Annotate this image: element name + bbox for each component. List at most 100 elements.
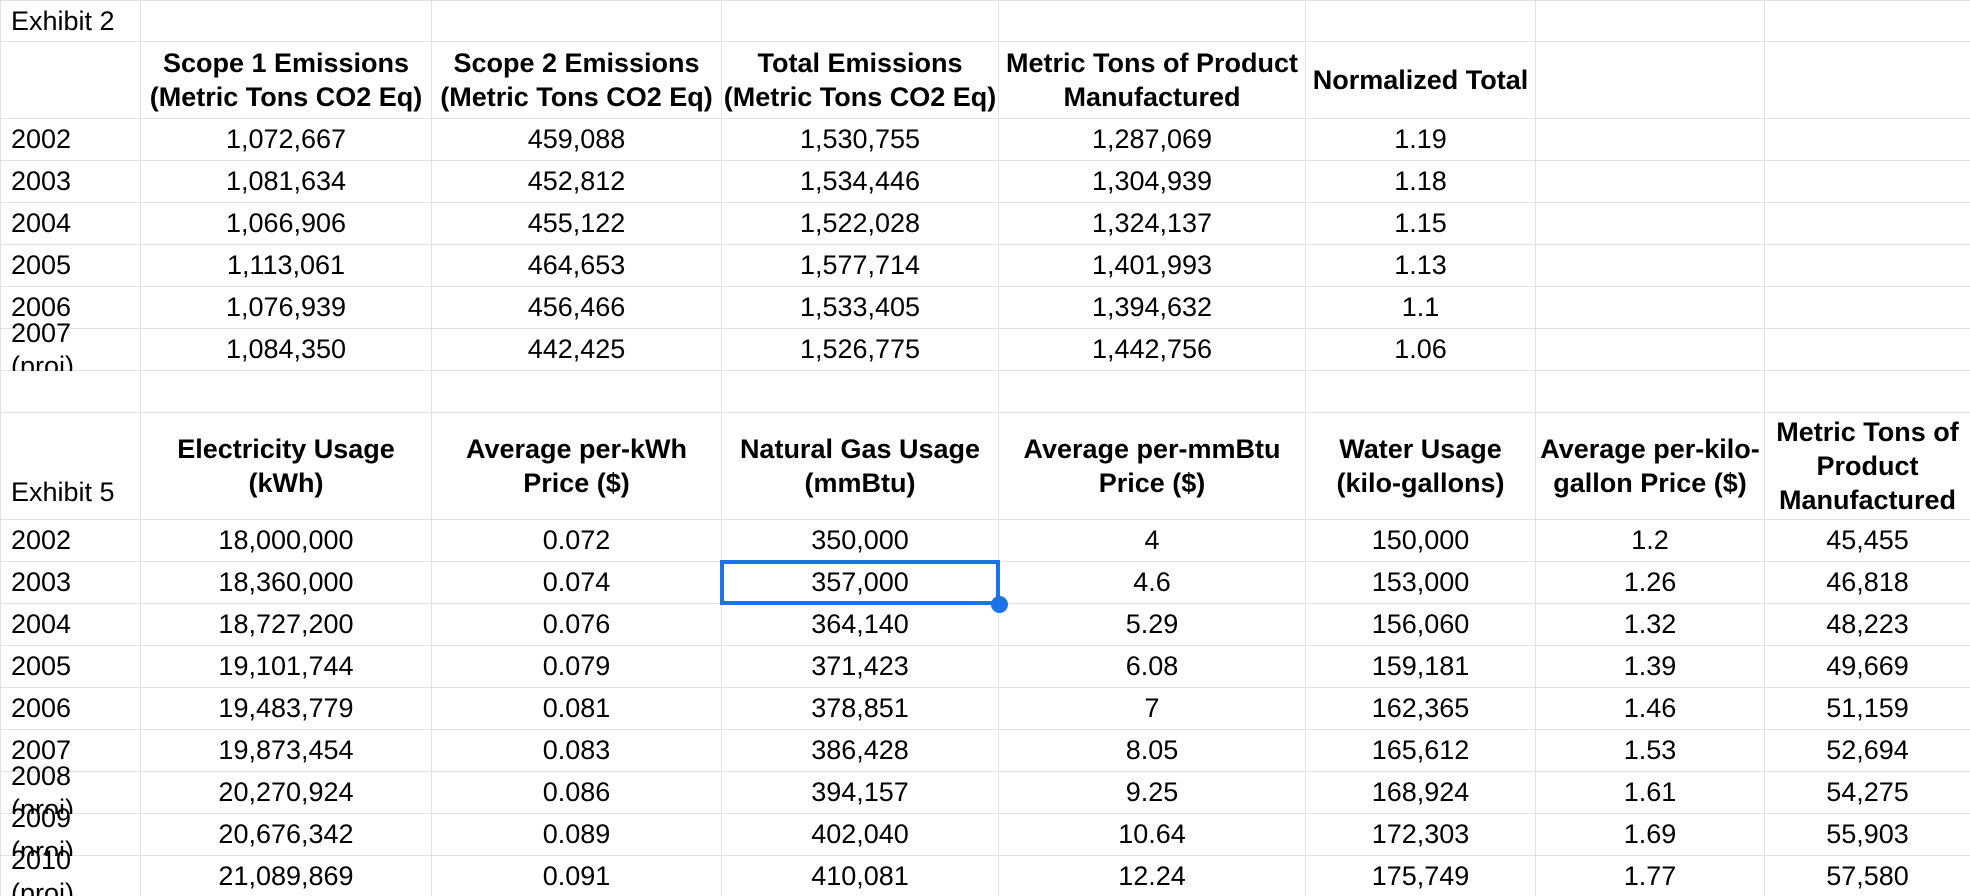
empty-cell[interactable] xyxy=(722,371,999,413)
empty-cell[interactable] xyxy=(1765,119,1970,161)
value-cell[interactable]: 1,113,061 xyxy=(141,245,432,287)
value-cell[interactable]: 1,084,350 xyxy=(141,329,432,371)
value-cell[interactable]: 172,303 xyxy=(1306,814,1536,856)
value-cell[interactable]: 0.086 xyxy=(432,772,722,814)
value-cell[interactable]: 165,612 xyxy=(1306,730,1536,772)
column-header[interactable]: Normalized Total xyxy=(1306,42,1536,119)
value-cell[interactable]: 0.083 xyxy=(432,730,722,772)
empty-cell[interactable] xyxy=(1765,329,1970,371)
value-cell[interactable]: 8.05 xyxy=(999,730,1306,772)
value-cell[interactable]: 1,534,446 xyxy=(722,161,999,203)
empty-cell[interactable] xyxy=(1,42,141,119)
value-cell[interactable]: 20,270,924 xyxy=(141,772,432,814)
column-header[interactable]: Average per-mmBtu Price ($) xyxy=(999,413,1306,520)
value-cell[interactable]: 378,851 xyxy=(722,688,999,730)
value-cell[interactable]: 1,533,405 xyxy=(722,287,999,329)
column-header[interactable]: Scope 1 Emissions (Metric Tons CO2 Eq) xyxy=(141,42,432,119)
value-cell[interactable]: 1,522,028 xyxy=(722,203,999,245)
fill-handle[interactable] xyxy=(991,596,1008,613)
value-cell[interactable]: 464,653 xyxy=(432,245,722,287)
empty-cell[interactable] xyxy=(722,1,999,42)
value-cell[interactable]: 0.091 xyxy=(432,856,722,896)
value-cell[interactable]: 5.29 xyxy=(999,604,1306,646)
value-cell[interactable]: 52,694 xyxy=(1765,730,1970,772)
value-cell[interactable]: 4.6 xyxy=(999,562,1306,604)
empty-cell[interactable] xyxy=(1536,203,1765,245)
value-cell[interactable]: 19,483,779 xyxy=(141,688,432,730)
year-cell[interactable]: 2007 (proj) xyxy=(1,318,141,381)
exhibit-label[interactable]: Exhibit 5 xyxy=(1,413,141,520)
column-header[interactable]: Scope 2 Emissions (Metric Tons CO2 Eq) xyxy=(432,42,722,119)
empty-cell[interactable] xyxy=(1536,119,1765,161)
value-cell[interactable]: 162,365 xyxy=(1306,688,1536,730)
value-cell[interactable]: 452,812 xyxy=(432,161,722,203)
value-cell[interactable]: 0.089 xyxy=(432,814,722,856)
year-cell[interactable]: 2005 xyxy=(1,646,141,688)
value-cell[interactable]: 1.19 xyxy=(1306,119,1536,161)
value-cell[interactable]: 1.69 xyxy=(1536,814,1765,856)
value-cell[interactable]: 18,360,000 xyxy=(141,562,432,604)
year-cell[interactable]: 2004 xyxy=(1,604,141,646)
value-cell[interactable]: 49,669 xyxy=(1765,646,1970,688)
year-cell[interactable]: 2005 xyxy=(1,245,141,287)
value-cell[interactable]: 153,000 xyxy=(1306,562,1536,604)
value-cell[interactable]: 456,466 xyxy=(432,287,722,329)
column-header[interactable]: Metric Tons of Product Manufactured xyxy=(999,42,1306,119)
value-cell[interactable]: 1,324,137 xyxy=(999,203,1306,245)
value-cell[interactable]: 168,924 xyxy=(1306,772,1536,814)
value-cell[interactable]: 364,140 xyxy=(722,604,999,646)
empty-cell[interactable] xyxy=(1,371,141,413)
value-cell[interactable]: 1,526,775 xyxy=(722,329,999,371)
value-cell[interactable]: 1.15 xyxy=(1306,203,1536,245)
year-cell[interactable]: 2007 xyxy=(1,730,141,772)
value-cell[interactable]: 1,401,993 xyxy=(999,245,1306,287)
value-cell[interactable]: 175,749 xyxy=(1306,856,1536,896)
empty-cell[interactable] xyxy=(1765,161,1970,203)
year-cell[interactable]: 2003 xyxy=(1,562,141,604)
year-cell[interactable]: 2002 xyxy=(1,520,141,562)
year-cell[interactable]: 2004 xyxy=(1,203,141,245)
empty-cell[interactable] xyxy=(999,1,1306,42)
value-cell[interactable]: 45,455 xyxy=(1765,520,1970,562)
value-cell[interactable]: 459,088 xyxy=(432,119,722,161)
empty-cell[interactable] xyxy=(1536,371,1765,413)
value-cell[interactable]: 1.13 xyxy=(1306,245,1536,287)
value-cell[interactable]: 4 xyxy=(999,520,1306,562)
value-cell[interactable]: 1,072,667 xyxy=(141,119,432,161)
empty-cell[interactable] xyxy=(1536,245,1765,287)
value-cell[interactable]: 1,076,939 xyxy=(141,287,432,329)
value-cell[interactable]: 20,676,342 xyxy=(141,814,432,856)
value-cell[interactable]: 1.18 xyxy=(1306,161,1536,203)
value-cell[interactable]: 1.1 xyxy=(1306,287,1536,329)
empty-cell[interactable] xyxy=(1765,287,1970,329)
empty-cell[interactable] xyxy=(432,371,722,413)
column-header[interactable]: Average per-kWh Price ($) xyxy=(432,413,722,520)
column-header[interactable]: Total Emissions (Metric Tons CO2 Eq) xyxy=(722,42,999,119)
empty-cell[interactable] xyxy=(1765,245,1970,287)
value-cell[interactable]: 1.77 xyxy=(1536,856,1765,896)
value-cell[interactable]: 6.08 xyxy=(999,646,1306,688)
value-cell[interactable]: 1,577,714 xyxy=(722,245,999,287)
value-cell[interactable]: 350,000 xyxy=(722,520,999,562)
value-cell[interactable]: 54,275 xyxy=(1765,772,1970,814)
empty-cell[interactable] xyxy=(432,1,722,42)
value-cell[interactable]: 1.06 xyxy=(1306,329,1536,371)
value-cell[interactable]: 1.61 xyxy=(1536,772,1765,814)
empty-cell[interactable] xyxy=(1536,329,1765,371)
value-cell[interactable]: 159,181 xyxy=(1306,646,1536,688)
value-cell[interactable]: 19,101,744 xyxy=(141,646,432,688)
value-cell[interactable]: 48,223 xyxy=(1765,604,1970,646)
value-cell[interactable]: 1.32 xyxy=(1536,604,1765,646)
value-cell[interactable]: 150,000 xyxy=(1306,520,1536,562)
exhibit-label[interactable]: Exhibit 2 xyxy=(1,1,141,42)
year-cell[interactable]: 2002 xyxy=(1,119,141,161)
value-cell[interactable]: 1,066,906 xyxy=(141,203,432,245)
value-cell[interactable]: 1,081,634 xyxy=(141,161,432,203)
year-cell[interactable]: 2003 xyxy=(1,161,141,203)
value-cell[interactable]: 402,040 xyxy=(722,814,999,856)
year-cell[interactable]: 2006 xyxy=(1,688,141,730)
selected-cell[interactable]: 357,000 xyxy=(720,560,1008,613)
value-cell[interactable]: 1,304,939 xyxy=(999,161,1306,203)
year-cell[interactable]: 2010 (proj) xyxy=(1,845,141,896)
value-cell[interactable]: 0.081 xyxy=(432,688,722,730)
